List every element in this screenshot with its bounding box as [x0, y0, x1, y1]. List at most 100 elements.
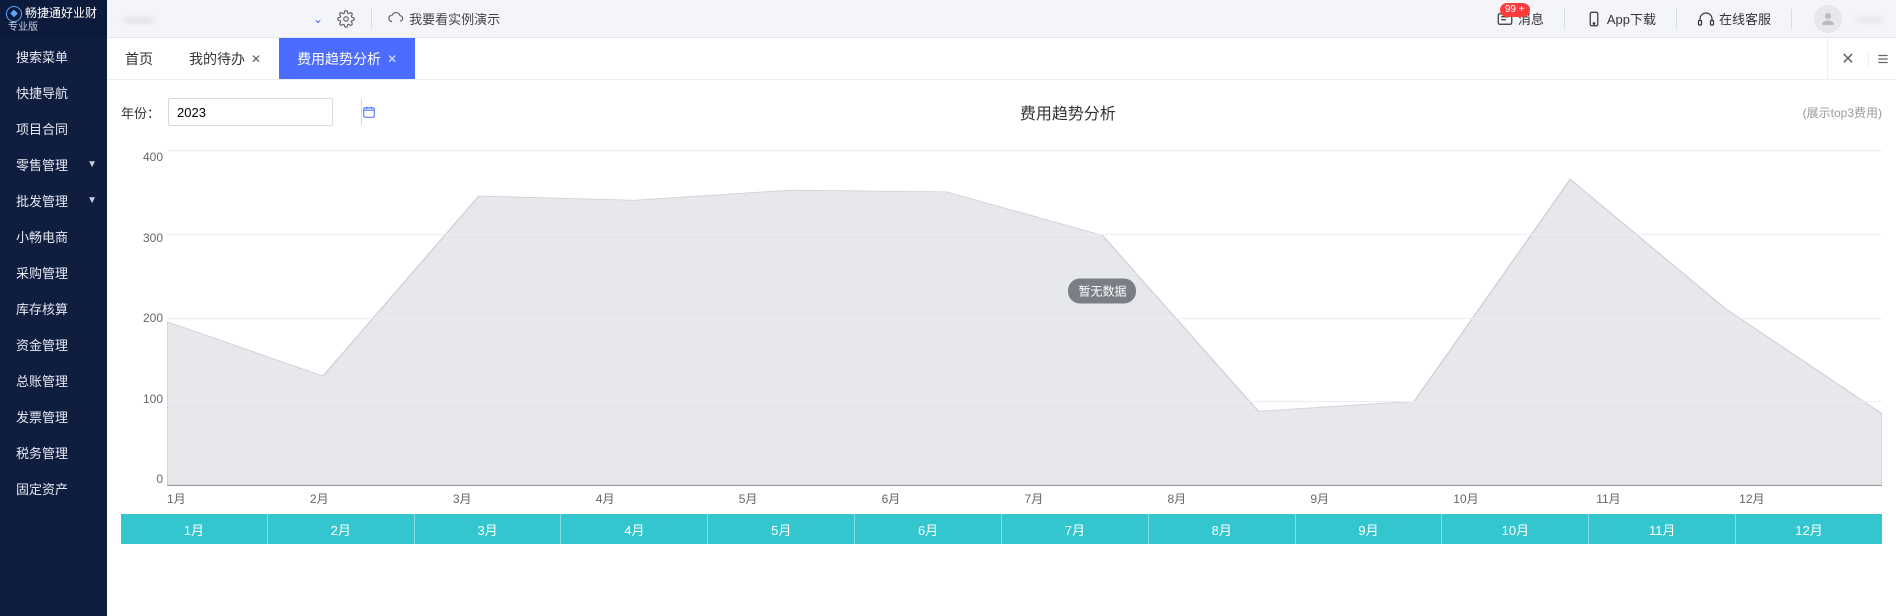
tab-label: 我的待办	[189, 49, 245, 69]
month-cell-5[interactable]: 5月	[708, 514, 855, 544]
month-cell-8[interactable]: 8月	[1149, 514, 1296, 544]
chevron-down-icon: ⌄	[313, 12, 323, 26]
grid-line	[167, 401, 1882, 402]
sidebar-item-3[interactable]: 零售管理 ▼	[0, 146, 107, 182]
sidebar-item-12[interactable]: 固定资产	[0, 470, 107, 506]
x-tick: 2月	[310, 486, 453, 510]
avatar[interactable]	[1814, 5, 1842, 33]
sidebar-item-8[interactable]: 资金管理	[0, 326, 107, 362]
x-tick: 10月	[1453, 486, 1596, 510]
app-download-button[interactable]: App下载	[1581, 9, 1660, 28]
month-strip: 1月2月3月4月5月6月7月8月9月10月11月12月	[121, 514, 1882, 544]
username: ——	[1856, 11, 1882, 26]
sidebar-item-2[interactable]: 项目合同	[0, 110, 107, 146]
month-cell-3[interactable]: 3月	[415, 514, 562, 544]
grid-line	[167, 318, 1882, 319]
org-name: ——	[125, 11, 153, 27]
x-tick: 9月	[1310, 486, 1453, 510]
sidebar: ◆ 畅捷通好业财 专业版 搜索菜单快捷导航项目合同零售管理 ▼ 批发管理▼小畅电商采…	[0, 0, 107, 616]
x-axis: 1月2月3月4月5月6月7月8月9月10月11月12月	[167, 486, 1882, 510]
sidebar-item-7[interactable]: 库存核算	[0, 290, 107, 326]
main-content: 年份： 费用趋势分析 (展示top3费用) 4003002001000 暂无数据…	[107, 80, 1896, 616]
separator	[1791, 9, 1792, 29]
y-tick: 400	[121, 150, 163, 164]
online-service-button[interactable]: 在线客服	[1693, 9, 1775, 28]
phone-icon	[1585, 10, 1603, 28]
tabs: 首页我的待办✕费用趋势分析✕ ✕	[107, 38, 1896, 80]
month-cell-7[interactable]: 7月	[1002, 514, 1149, 544]
year-input[interactable]	[168, 98, 333, 126]
gear-icon[interactable]	[337, 10, 355, 28]
x-tick: 8月	[1167, 486, 1310, 510]
org-selector[interactable]: —— ⌄	[121, 9, 327, 29]
grid-line	[167, 150, 1882, 151]
close-icon[interactable]: ✕	[251, 52, 261, 66]
tab-1[interactable]: 我的待办 ✕	[171, 38, 279, 79]
x-tick: 6月	[882, 486, 1025, 510]
demo-link[interactable]: 我要看实例演示	[388, 9, 500, 28]
sidebar-item-label: 快捷导航	[16, 83, 68, 102]
chart-tooltip: 暂无数据	[1068, 278, 1136, 303]
sidebar-item-4[interactable]: 批发管理▼	[0, 182, 107, 218]
separator	[371, 9, 372, 29]
chevron-down-icon: ▼	[87, 159, 97, 170]
messages-button[interactable]: 99 + 消息	[1492, 9, 1548, 28]
brand: ◆ 畅捷通好业财 专业版	[0, 0, 107, 38]
x-tick: 7月	[1025, 486, 1168, 510]
brand-logo-icon: ◆	[6, 6, 22, 22]
sidebar-item-0[interactable]: 搜索菜单	[0, 38, 107, 74]
sidebar-item-5[interactable]: 小畅电商	[0, 218, 107, 254]
topbar: —— ⌄ 我要看实例演示 99 + 消息 App下载 在线客服 ——	[107, 0, 1896, 38]
month-cell-1[interactable]: 1月	[121, 514, 268, 544]
chart-plot: 暂无数据	[167, 150, 1882, 486]
sidebar-item-1[interactable]: 快捷导航	[0, 74, 107, 110]
sidebar-item-label: 采购管理	[16, 263, 68, 282]
tab-label: 首页	[125, 49, 153, 69]
demo-link-label: 我要看实例演示	[409, 9, 500, 28]
app-download-label: App下载	[1607, 9, 1656, 28]
sidebar-item-6[interactable]: 采购管理	[0, 254, 107, 290]
y-tick: 100	[121, 392, 163, 406]
x-tick: 11月	[1596, 486, 1739, 510]
sidebar-item-label: 零售管理	[16, 155, 68, 174]
sidebar-item-9[interactable]: 总账管理	[0, 362, 107, 398]
x-tick: 12月	[1739, 486, 1882, 510]
y-tick: 200	[121, 311, 163, 325]
messages-badge: 99 +	[1500, 3, 1530, 17]
x-tick: 3月	[453, 486, 596, 510]
x-tick: 5月	[739, 486, 882, 510]
headset-icon	[1697, 10, 1715, 28]
sidebar-item-label: 发票管理	[16, 407, 68, 426]
y-axis: 400 300 200 100 0	[121, 150, 163, 486]
month-cell-9[interactable]: 9月	[1296, 514, 1443, 544]
nav-list: 搜索菜单快捷导航项目合同零售管理 ▼ 批发管理▼小畅电商采购管理库存核算资金管理总账…	[0, 38, 107, 506]
month-cell-4[interactable]: 4月	[561, 514, 708, 544]
tab-0[interactable]: 首页	[107, 38, 171, 79]
online-service-label: 在线客服	[1719, 9, 1771, 28]
sidebar-item-label: 总账管理	[16, 371, 68, 390]
month-cell-6[interactable]: 6月	[855, 514, 1002, 544]
tab-2[interactable]: 费用趋势分析✕	[279, 38, 415, 79]
y-tick: 300	[121, 231, 163, 245]
chart-title: 费用趋势分析	[1020, 106, 1116, 123]
brand-name: 畅捷通好业财	[25, 7, 97, 20]
close-all-tabs-button[interactable]: ✕	[1828, 49, 1868, 69]
sidebar-item-label: 批发管理	[16, 191, 68, 210]
sidebar-item-label: 资金管理	[16, 335, 68, 354]
month-cell-2[interactable]: 2月	[268, 514, 415, 544]
sidebar-item-label: 税务管理	[16, 443, 68, 462]
year-label: 年份：	[121, 103, 160, 122]
month-cell-11[interactable]: 11月	[1589, 514, 1736, 544]
separator	[1676, 9, 1677, 29]
sidebar-item-label: 库存核算	[16, 299, 68, 318]
tabs-menu-button[interactable]	[1868, 52, 1896, 66]
month-cell-12[interactable]: 12月	[1736, 514, 1882, 544]
sidebar-item-10[interactable]: 发票管理	[0, 398, 107, 434]
sidebar-item-label: 搜索菜单	[16, 47, 68, 66]
y-tick: 0	[121, 472, 163, 486]
cloud-icon	[388, 11, 404, 27]
x-tick: 4月	[596, 486, 739, 510]
sidebar-item-11[interactable]: 税务管理	[0, 434, 107, 470]
month-cell-10[interactable]: 10月	[1442, 514, 1589, 544]
close-icon[interactable]: ✕	[387, 52, 397, 66]
